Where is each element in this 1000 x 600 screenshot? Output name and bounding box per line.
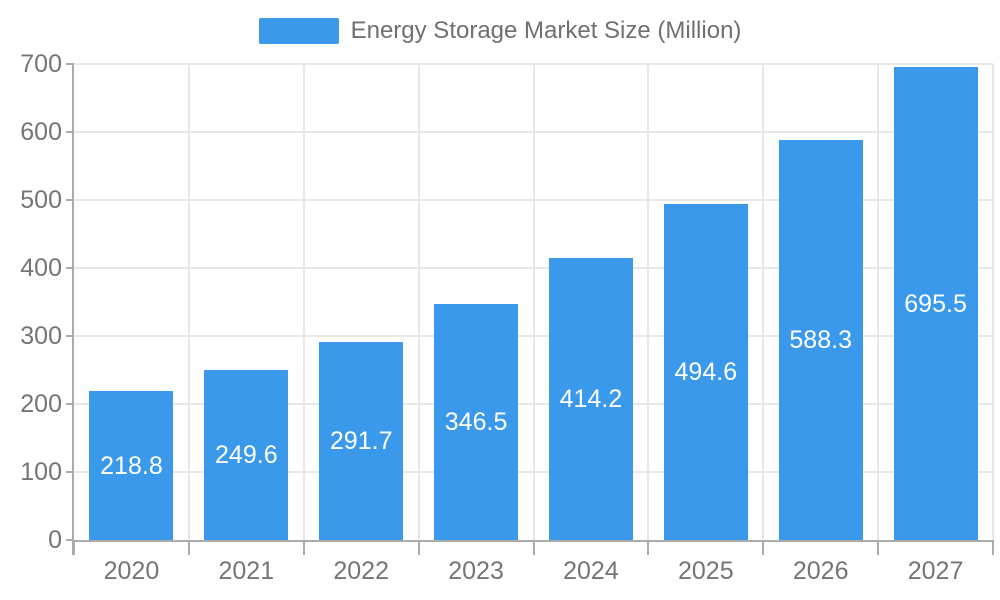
x-tick — [532, 540, 535, 555]
bar-value-label: 494.6 — [674, 357, 738, 386]
bar-value-label: 695.5 — [904, 289, 967, 318]
y-tick — [66, 63, 74, 65]
x-tick — [992, 540, 994, 555]
bar-value-label: 588.3 — [789, 325, 852, 354]
x-tick-label: 2023 — [448, 557, 504, 585]
x-tick-label: 2026 — [792, 557, 849, 585]
bar-value-label: 414.2 — [559, 385, 623, 414]
bar-value-label: 249.6 — [215, 441, 278, 470]
bar-2021[interactable] — [204, 370, 289, 540]
legend-item[interactable]: Energy Storage Market Size (Million) — [0, 17, 1000, 45]
x-tick — [417, 540, 420, 555]
x-gridline — [647, 64, 650, 540]
y-tick — [66, 131, 74, 133]
legend-label: Energy Storage Market Size (Million) — [350, 17, 742, 44]
bar-2025[interactable] — [663, 203, 748, 540]
y-tick-label: 300 — [20, 322, 62, 350]
x-tick-label: 2027 — [907, 557, 964, 585]
y-tick-label: 0 — [48, 526, 62, 554]
x-gridline — [877, 64, 880, 540]
y-tick-label: 100 — [20, 458, 62, 486]
y-tick-label: 500 — [20, 186, 62, 214]
legend-swatch — [258, 18, 339, 44]
x-tick-label: 2021 — [218, 557, 275, 585]
bar-2023[interactable] — [434, 304, 519, 540]
y-tick-label: 400 — [20, 254, 62, 282]
x-gridline — [187, 64, 190, 540]
x-tick — [73, 540, 75, 555]
y-tick — [66, 335, 74, 337]
y-tick-label: 600 — [20, 118, 62, 146]
bar-value-label: 218.8 — [100, 451, 163, 480]
x-tick-label: 2025 — [678, 557, 734, 585]
x-tick — [187, 540, 190, 555]
y-tick-label: 700 — [20, 50, 62, 78]
y-tick — [66, 403, 74, 405]
y-axis-line — [72, 64, 74, 555]
bar-2022[interactable] — [319, 341, 404, 540]
x-tick — [877, 540, 880, 555]
x-tick — [302, 540, 305, 555]
x-gridline — [992, 64, 994, 540]
x-gridline — [302, 64, 305, 540]
bar-2026[interactable] — [778, 139, 863, 540]
x-tick — [762, 540, 765, 555]
bar-2024[interactable] — [548, 258, 633, 540]
x-gridline — [532, 64, 535, 540]
bar-value-label: 346.5 — [444, 408, 508, 437]
bar-value-label: 291.7 — [329, 426, 393, 455]
x-tick — [647, 540, 650, 555]
bar-2020[interactable] — [89, 391, 174, 540]
x-gridline — [762, 64, 765, 540]
x-tick-label: 2022 — [333, 557, 389, 585]
x-tick-label: 2020 — [103, 557, 160, 585]
x-axis-line — [72, 540, 993, 542]
y-tick — [66, 267, 74, 269]
y-tick — [66, 471, 74, 473]
y-tick-label: 200 — [20, 390, 62, 418]
y-tick — [66, 199, 74, 201]
x-gridline — [417, 64, 420, 540]
y-tick — [66, 539, 74, 541]
x-tick-label: 2024 — [563, 557, 619, 585]
bar-2027[interactable] — [893, 67, 978, 540]
